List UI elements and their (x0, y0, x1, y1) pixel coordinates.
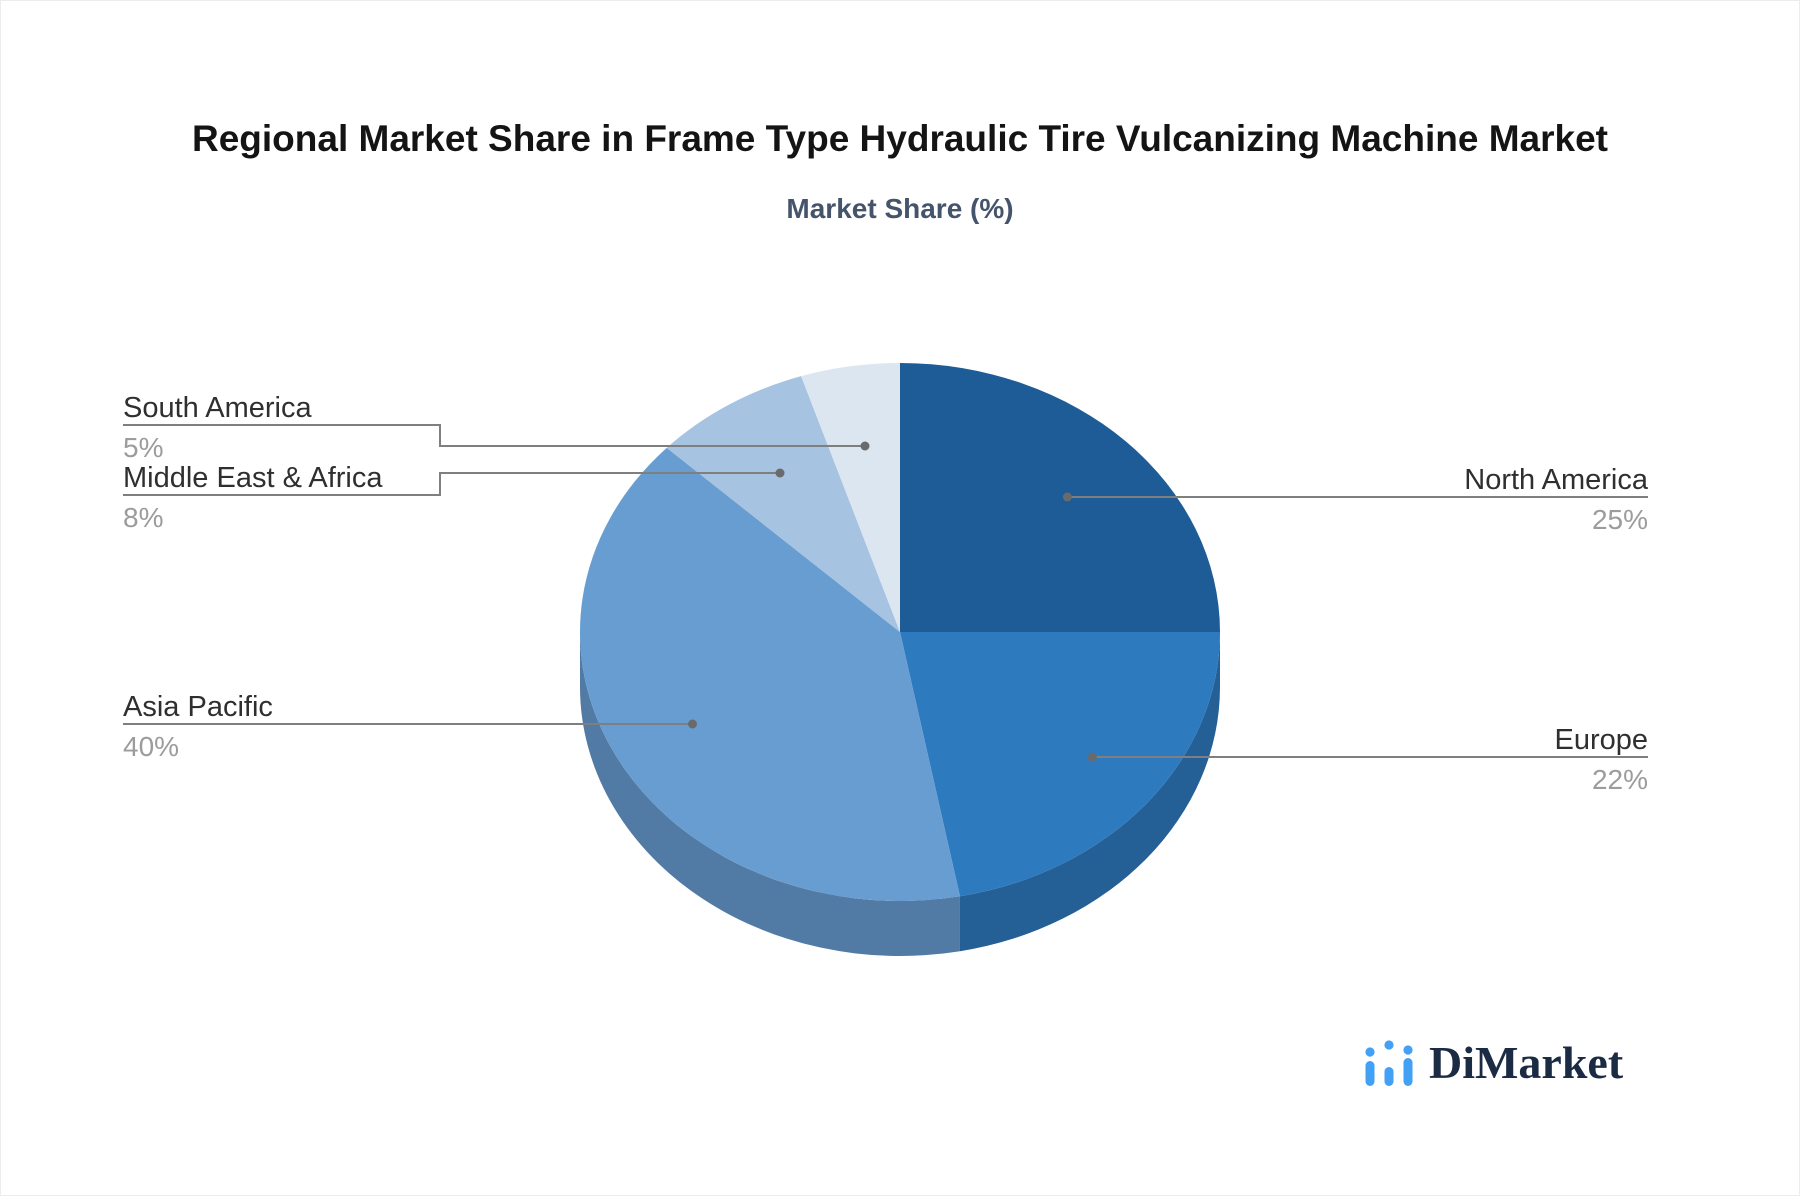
slice-label-percent: 22% (1591, 764, 1648, 795)
leader-lines (123, 424, 1648, 762)
slice-label-europe: Europe 22% (1554, 723, 1648, 797)
dimarket-logo-icon (1365, 1040, 1413, 1086)
leader-dot (1062, 492, 1072, 502)
leader-dot (860, 441, 870, 451)
chart-subtitle: Market Share (%) (786, 193, 1014, 224)
pie-side-segment (959, 632, 1220, 952)
slice-label-north-america: North America 25% (1464, 463, 1648, 537)
leader-dot (688, 719, 697, 729)
pie-slice-middle-east-africa[interactable] (666, 376, 900, 632)
leader-dot (775, 468, 785, 478)
slice-label-percent: 8% (123, 502, 164, 533)
slice-label-percent: 40% (123, 731, 180, 762)
pie-slice-europe[interactable] (900, 632, 1220, 897)
slice-label-name: North America (1464, 464, 1648, 496)
slice-label-name: Asia Pacific (123, 691, 273, 723)
leader-line (123, 472, 780, 496)
pie-slice-south-america[interactable] (801, 363, 900, 632)
dimarket-logo-text: DiMarket (1429, 1037, 1624, 1088)
slice-label-south-america: South America 5% (123, 391, 312, 465)
dimarket-logo: DiMarket (1363, 1038, 1623, 1088)
leader-dot (1087, 752, 1097, 762)
slice-label-name: South America (123, 392, 312, 424)
chart-title: Regional Market Share in Frame Type Hydr… (191, 118, 1608, 159)
slice-label-name: Europe (1554, 724, 1648, 756)
pie-slice-asia-pacific[interactable] (580, 447, 960, 901)
slice-label-percent: 25% (1591, 504, 1648, 535)
pie-side (580, 632, 1220, 956)
slice-label-middle-east-africa: Middle East & Africa 8% (123, 461, 383, 535)
pie-side-segment (580, 632, 960, 956)
slice-label-asia-pacific: Asia Pacific 40% (123, 690, 273, 764)
pie-slices (580, 363, 1220, 901)
pie-slice-north-america[interactable] (900, 363, 1220, 632)
slice-label-percent: 5% (123, 432, 164, 463)
leader-line (123, 424, 865, 447)
slice-label-name: Middle East & Africa (123, 462, 383, 494)
